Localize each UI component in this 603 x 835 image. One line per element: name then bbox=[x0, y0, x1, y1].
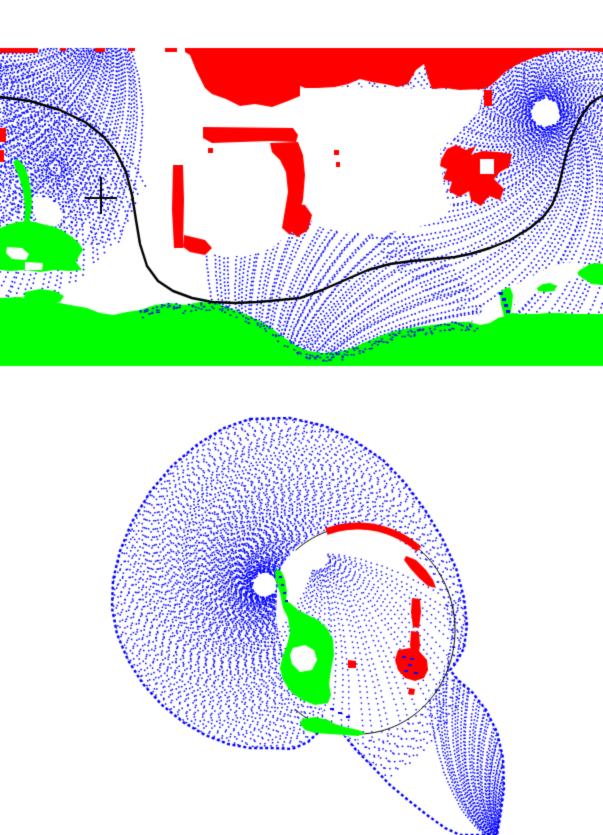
field-line-figure bbox=[0, 0, 603, 835]
streamline-plot-canvas bbox=[0, 0, 603, 835]
